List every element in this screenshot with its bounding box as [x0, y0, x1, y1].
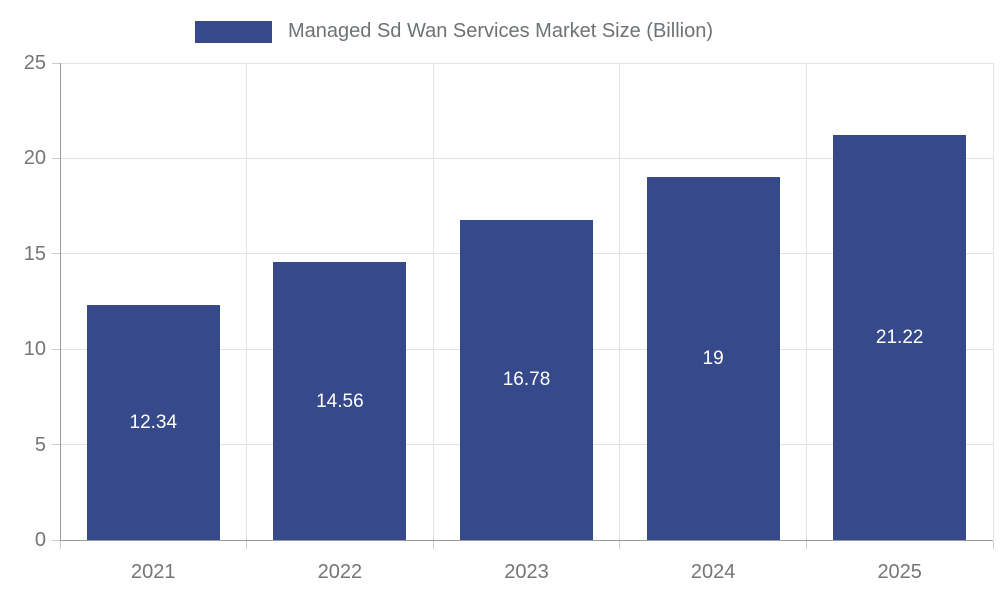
x-axis-tick-label: 2024	[690, 561, 736, 583]
x-axis-tick	[619, 541, 621, 549]
gridline-horizontal	[60, 62, 993, 64]
legend[interactable]: Managed Sd Wan Services Market Size (Bil…	[195, 20, 713, 43]
bar: 14.56	[273, 262, 407, 540]
bar: 12.34	[86, 304, 220, 540]
x-axis-tick-label: 2021	[131, 561, 176, 583]
gridline-vertical	[805, 63, 807, 540]
legend-label: Managed Sd Wan Services Market Size (Bil…	[288, 20, 713, 42]
x-axis-tick-label: 2022	[317, 561, 363, 583]
x-axis-tick	[432, 541, 434, 549]
gridline-horizontal	[60, 157, 993, 159]
x-axis-tick-label: 2025	[877, 561, 922, 583]
bar-value-label: 12.34	[129, 411, 178, 433]
gridline-vertical	[992, 63, 994, 540]
bar: 21.22	[833, 135, 967, 540]
legend-swatch	[195, 20, 272, 43]
y-axis-tick-label: 0	[34, 529, 46, 551]
bar-value-label: 19	[702, 348, 724, 370]
y-axis-tick-label: 5	[34, 433, 46, 456]
x-axis-tick-label: 2023	[504, 561, 549, 583]
y-axis-tick-label: 25	[23, 52, 46, 74]
x-axis-tick	[992, 541, 994, 549]
gridline-vertical	[619, 63, 621, 540]
bar: 16.78	[460, 219, 593, 540]
gridline-vertical	[432, 63, 434, 540]
y-axis-tick	[52, 444, 60, 446]
x-axis-tick	[246, 541, 248, 549]
y-axis-tick-label: 10	[23, 338, 46, 361]
y-axis-line	[60, 63, 61, 540]
y-axis-tick	[52, 253, 60, 255]
y-axis-tick	[52, 539, 60, 541]
gridline-vertical	[246, 63, 248, 540]
y-axis-tick	[52, 157, 60, 159]
bar-value-label: 16.78	[502, 369, 551, 391]
y-axis-tick	[52, 348, 60, 350]
y-axis-tick-label: 20	[23, 147, 46, 170]
y-axis-tick-label: 15	[23, 242, 46, 265]
bar-value-label: 21.22	[875, 327, 924, 349]
bar: 19	[646, 177, 780, 540]
y-axis-tick	[52, 62, 60, 64]
bar-value-label: 14.56	[316, 390, 364, 412]
x-axis-line	[60, 540, 993, 541]
x-axis-tick	[59, 541, 61, 549]
x-axis-tick	[805, 541, 807, 549]
